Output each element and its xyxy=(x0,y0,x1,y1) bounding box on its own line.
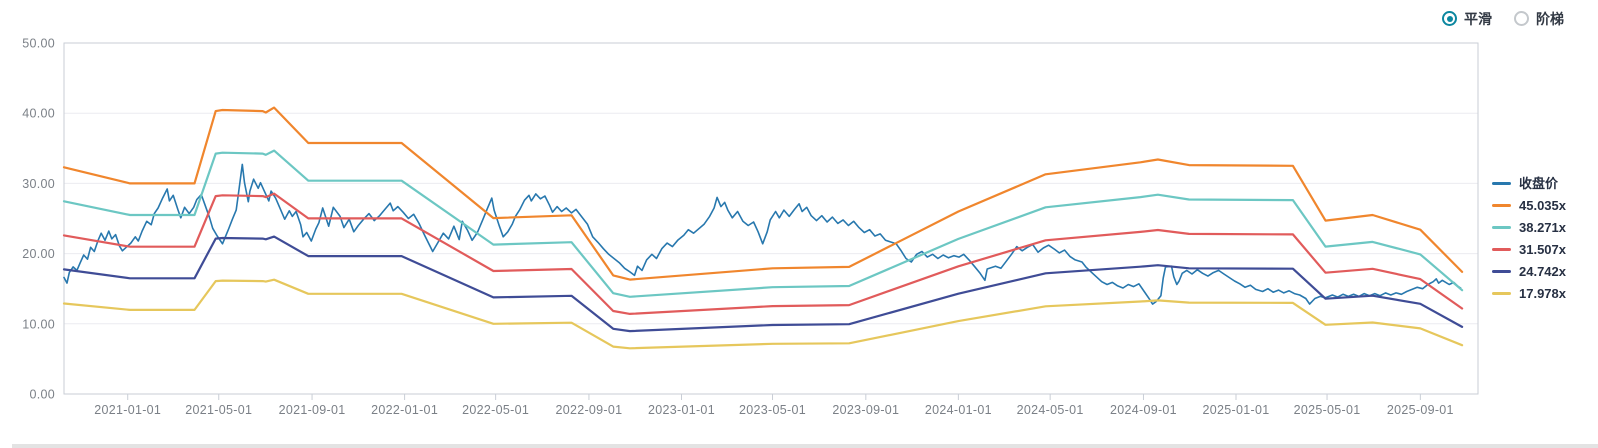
legend-swatch-icon xyxy=(1492,225,1511,229)
pe-band-line-31.507x xyxy=(62,192,1464,315)
x-axis-tick-label: 2025-05-01 xyxy=(1294,403,1361,417)
x-axis-tick-label: 2023-09-01 xyxy=(832,403,899,417)
pe-band-line-17.978x xyxy=(62,278,1464,350)
pe-band-line-24.742x xyxy=(62,235,1464,333)
legend-swatch-icon xyxy=(1492,181,1511,185)
close-price-line xyxy=(63,163,1462,305)
legend-item-3[interactable]: 31.507x xyxy=(1492,238,1566,260)
y-axis-tick-label: 50.00 xyxy=(22,37,55,51)
bottom-divider xyxy=(12,444,1598,448)
y-axis-tick-label: 40.00 xyxy=(22,107,55,121)
legend-label: 31.507x xyxy=(1519,241,1566,257)
x-axis-tick-label: 2023-01-01 xyxy=(648,403,715,417)
legend-swatch-icon xyxy=(1492,203,1511,207)
x-axis-tick-label: 2024-01-01 xyxy=(925,403,992,417)
legend-label: 收盘价 xyxy=(1519,175,1559,191)
radio-selected-icon xyxy=(1442,11,1457,26)
pe-band-line-38.271x xyxy=(62,149,1464,298)
legend-item-1[interactable]: 45.035x xyxy=(1492,194,1566,216)
x-axis-tick-label: 2022-09-01 xyxy=(555,403,622,417)
radio-smooth-label: 平滑 xyxy=(1464,10,1492,27)
y-axis-tick-label: 30.00 xyxy=(22,177,55,191)
chart-legend: 收盘价 45.035x 38.271x 31.507x 24.742x 17.978x xyxy=(1492,172,1566,304)
legend-swatch-icon xyxy=(1492,291,1511,295)
smooth-step-toggle: 平滑 阶梯 xyxy=(1442,11,1564,26)
radio-unselected-icon xyxy=(1514,11,1529,26)
radio-step-label: 阶梯 xyxy=(1536,10,1564,27)
x-axis-tick-label: 2025-01-01 xyxy=(1203,403,1270,417)
x-axis-tick-label: 2023-05-01 xyxy=(739,403,806,417)
legend-label: 17.978x xyxy=(1519,285,1566,301)
x-axis-tick-label: 2024-05-01 xyxy=(1017,403,1084,417)
radio-option-step[interactable]: 阶梯 xyxy=(1514,11,1564,26)
x-axis-tick-label: 2021-05-01 xyxy=(185,403,252,417)
pe-band-line-45.035x xyxy=(62,106,1464,281)
legend-label: 38.271x xyxy=(1519,219,1566,235)
legend-item-4[interactable]: 24.742x xyxy=(1492,260,1566,282)
y-axis-tick-label: 0.00 xyxy=(29,388,55,402)
legend-swatch-icon xyxy=(1492,269,1511,273)
legend-swatch-icon xyxy=(1492,247,1511,251)
x-axis-tick-label: 2021-09-01 xyxy=(279,403,346,417)
radio-option-smooth[interactable]: 平滑 xyxy=(1442,11,1492,26)
legend-label: 24.742x xyxy=(1519,263,1566,279)
plot-border xyxy=(63,42,1479,395)
y-axis-tick-label: 20.00 xyxy=(22,247,55,261)
x-axis-tick-label: 2025-09-01 xyxy=(1387,403,1454,417)
x-axis-tick-label: 2024-09-01 xyxy=(1110,403,1177,417)
x-axis-tick-label: 2022-01-01 xyxy=(371,403,438,417)
legend-item-0[interactable]: 收盘价 xyxy=(1492,172,1566,194)
legend-label: 45.035x xyxy=(1519,197,1566,213)
x-axis-tick-label: 2021-01-01 xyxy=(94,403,161,417)
x-axis-tick-label: 2022-05-01 xyxy=(462,403,529,417)
legend-item-2[interactable]: 38.271x xyxy=(1492,216,1566,238)
y-axis-tick-label: 10.00 xyxy=(22,317,55,331)
legend-item-5[interactable]: 17.978x xyxy=(1492,282,1566,304)
